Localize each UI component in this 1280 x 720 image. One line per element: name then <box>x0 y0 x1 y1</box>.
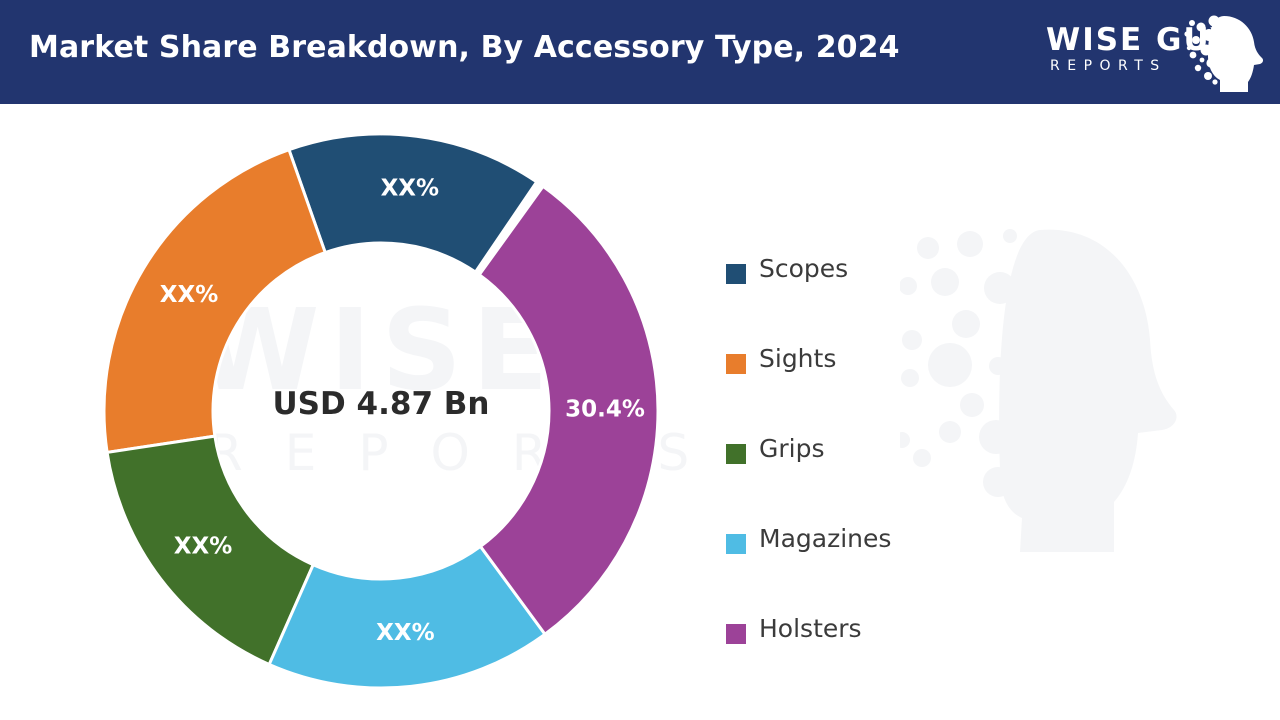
legend-swatch-sights <box>726 354 746 374</box>
donut-chart: XX% XX% XX% XX% 30.4% <box>102 132 660 690</box>
slice-label-sights: XX% <box>160 282 219 308</box>
donut-slice-labels: XX% XX% XX% XX% 30.4% <box>160 175 645 646</box>
legend-swatch-magazines <box>726 534 746 554</box>
slice-label-grips: XX% <box>174 534 233 560</box>
donut-center-value: USD 4.87 Bn <box>272 386 490 422</box>
brand-logo: WISE GUY REPORTS <box>1040 6 1272 98</box>
legend-item[interactable]: Sights <box>726 344 986 436</box>
donut-slices <box>102 132 660 690</box>
page-title: Market Share Breakdown, By Accessory Typ… <box>29 30 900 65</box>
legend-item[interactable]: Magazines <box>726 524 986 616</box>
slice-label-holsters: 30.4% <box>565 397 645 423</box>
legend-label-magazines: Magazines <box>759 524 892 553</box>
chart-container: WISE REPORTS <box>0 104 1280 720</box>
legend-label-holsters: Holsters <box>759 614 862 643</box>
donut-slice-scopes[interactable] <box>287 132 539 275</box>
legend-label-scopes: Scopes <box>759 254 849 283</box>
legend-swatch-scopes <box>726 264 746 284</box>
legend-label-sights: Sights <box>759 344 837 373</box>
logo-secondary-text: REPORTS <box>1050 58 1167 74</box>
page-header: Market Share Breakdown, By Accessory Typ… <box>0 0 1280 104</box>
legend-item[interactable]: Holsters <box>726 614 986 706</box>
legend-swatch-grips <box>726 444 746 464</box>
donut-slice-holsters[interactable] <box>477 184 660 637</box>
donut-slice-magazines[interactable] <box>267 544 548 690</box>
donut-slice-grips[interactable] <box>105 434 316 667</box>
legend-label-grips: Grips <box>759 434 825 463</box>
donut-slice-sights[interactable] <box>102 147 328 455</box>
slice-label-scopes: XX% <box>381 175 440 201</box>
legend-swatch-holsters <box>726 624 746 644</box>
slice-label-magazines: XX% <box>376 620 435 646</box>
dotted-head-profile-icon <box>1184 15 1264 92</box>
chart-legend: Scopes Sights Grips Magazines Holsters <box>726 254 986 706</box>
legend-item[interactable]: Grips <box>726 434 986 526</box>
legend-item[interactable]: Scopes <box>726 254 986 346</box>
